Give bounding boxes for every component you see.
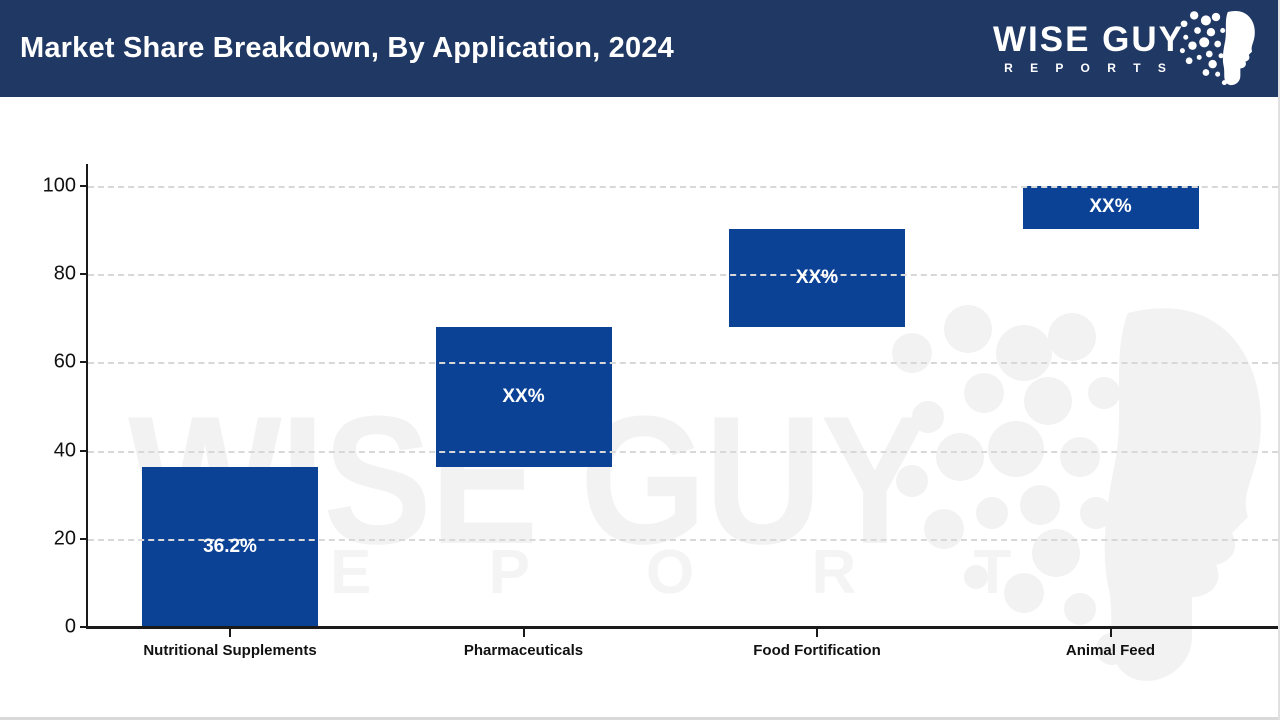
bar-value-label: XX% <box>795 266 839 288</box>
y-gridline <box>88 538 1278 541</box>
y-gridline <box>88 274 1278 277</box>
bar-animal-feed <box>1022 186 1199 229</box>
y-gridline <box>88 186 1278 188</box>
wise-guy-reports-logo: WISE GUY R E P O R T S <box>993 7 1278 91</box>
x-tick <box>1109 629 1112 637</box>
y-tick-label: 20 <box>53 527 76 550</box>
watermark-subtitle: R E P O R T S <box>168 538 1220 607</box>
logo-text: WISE GUY R E P O R T S <box>993 22 1184 75</box>
y-gridline <box>88 450 1278 453</box>
page-title: Market Share Breakdown, By Application, … <box>20 32 674 64</box>
y-tick <box>80 449 88 452</box>
y-tick <box>80 361 88 364</box>
category-label: Animal Feed <box>1065 642 1156 659</box>
category-label: Food Fortification <box>753 642 881 659</box>
y-tick <box>80 537 88 540</box>
x-tick <box>229 629 231 637</box>
bar-pharmaceuticals <box>435 327 612 468</box>
bar-nutritional-supplements <box>142 467 318 627</box>
y-tick <box>80 626 88 628</box>
bar-food-fortification <box>729 228 905 328</box>
category-label: Nutritional Supplements <box>143 642 317 659</box>
y-tick-label: 100 <box>42 174 76 197</box>
header-bar: Market Share Breakdown, By Application, … <box>0 0 1278 97</box>
bar-value-label: XX% <box>502 386 545 408</box>
bar-value-label: 36.2% <box>203 536 257 558</box>
logo-face-icon <box>1179 10 1255 85</box>
y-gridline <box>88 362 1278 365</box>
watermark-face-icon <box>892 305 1261 681</box>
x-tick <box>522 629 525 637</box>
y-tick <box>80 273 88 276</box>
category-label: Pharmaceuticals <box>463 642 584 659</box>
x-axis-line <box>88 626 1278 629</box>
y-tick <box>80 185 88 187</box>
logo-subtitle: R E P O R T S <box>1004 61 1173 75</box>
y-tick-label: 80 <box>53 262 76 285</box>
y-tick-label: 0 <box>64 615 76 638</box>
y-axis-line <box>86 164 88 629</box>
y-tick-label: 60 <box>53 350 76 373</box>
logo-wordmark: WISE GUY <box>992 20 1184 59</box>
y-tick-label: 40 <box>53 439 76 462</box>
bar-value-label: XX% <box>1089 196 1132 218</box>
x-tick <box>816 629 818 637</box>
chart-canvas: WISE GUY R E P O R T S 0 20 40 60 80 100 36.2%… <box>0 97 1278 720</box>
